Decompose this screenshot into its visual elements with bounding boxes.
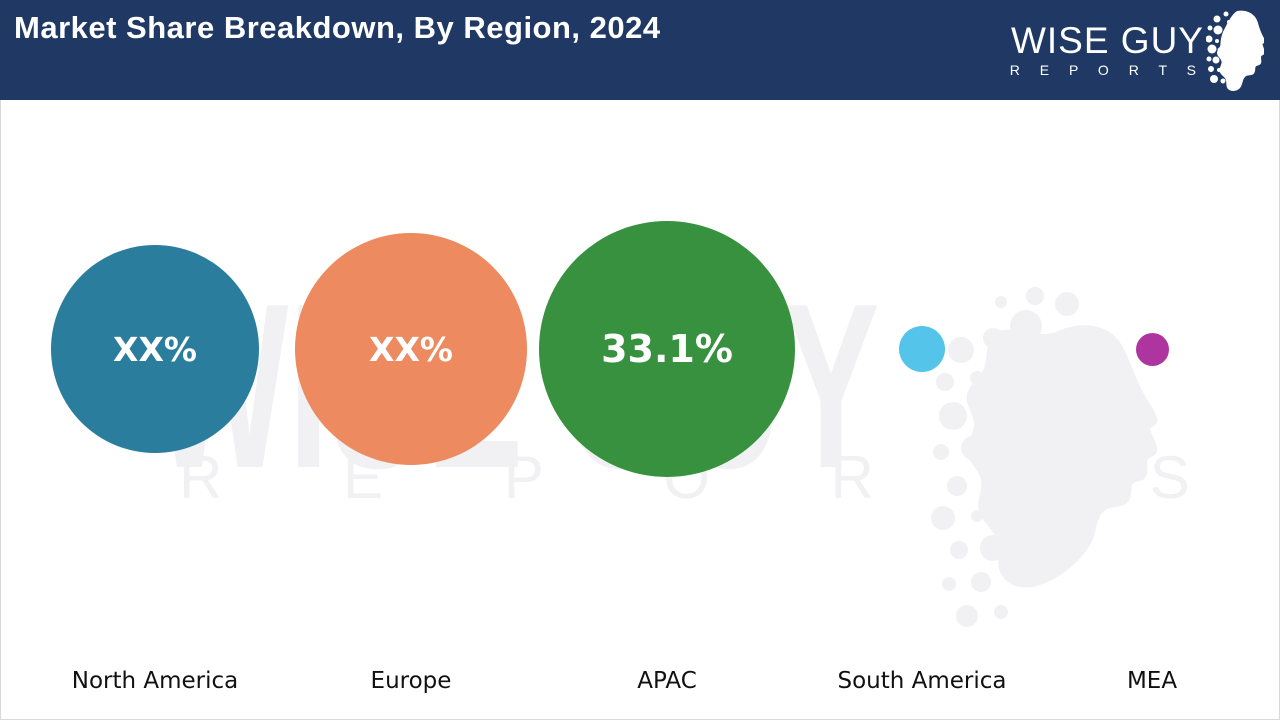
brand-logo: WISE GUY R E P O R T S — [1010, 6, 1264, 94]
category-label-south-america: South America — [837, 668, 1007, 694]
bubble-value-label: 33.1% — [601, 327, 733, 371]
category-label-apac: APAC — [637, 668, 697, 694]
chart-canvas: WISE GUY R E P O R T S XX% XX% 33.1% Nor… — [0, 100, 1280, 720]
bubble-mea — [1135, 332, 1169, 366]
brand-logo-text: WISE GUY R E P O R T S — [1009, 19, 1204, 79]
page-title: Market Share Breakdown, By Region, 2024 — [14, 10, 661, 45]
category-label-north-america: North America — [71, 668, 239, 694]
bubble-south-america — [899, 326, 945, 372]
watermark-head-silhouette — [931, 287, 1158, 627]
wiseguy-head-icon — [1206, 10, 1264, 91]
bubble-north-america: XX% — [51, 245, 259, 453]
bubble-apac: 33.1% — [539, 221, 795, 477]
category-label-europe: Europe — [370, 668, 452, 694]
brand-name: WISE GUY — [1010, 19, 1204, 61]
brand-subtitle: R E P O R T S — [1009, 62, 1204, 79]
bubble-europe: XX% — [295, 233, 527, 465]
bubble-value-label: XX% — [113, 329, 197, 369]
category-label-mea: MEA — [1126, 668, 1178, 694]
bubble-value-label: XX% — [369, 329, 453, 369]
header-bar: Market Share Breakdown, By Region, 2024 … — [0, 0, 1280, 100]
